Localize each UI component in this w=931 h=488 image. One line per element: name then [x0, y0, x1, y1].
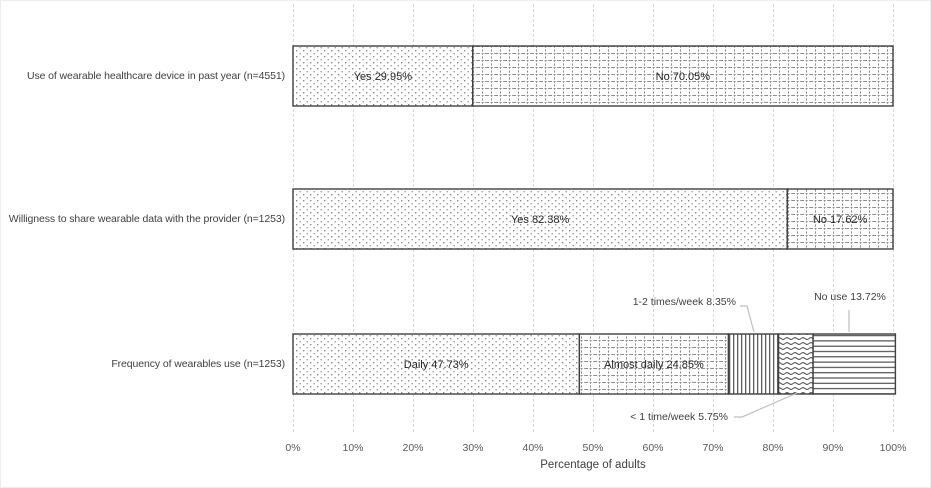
callout-leader-line — [740, 305, 755, 333]
bar-segment — [578, 333, 730, 395]
bar-segment — [812, 333, 897, 395]
callout-leader-line — [734, 392, 798, 418]
bar-segment — [727, 333, 780, 395]
bar-segment — [292, 188, 788, 250]
segment-label: No 70.05% — [656, 71, 711, 83]
segment-label: Daily 47.73% — [404, 359, 469, 371]
segment-label: Yes 82.38% — [511, 214, 570, 226]
bars: Yes 29.95% No 70.05% Yes 82.38% No 17.62% Da… — [292, 45, 897, 395]
segment-label: Almost daily 24.85% — [604, 359, 704, 371]
bar-segment — [292, 333, 581, 395]
bar-segment — [777, 333, 814, 395]
segment-label: Yes 29.95% — [354, 71, 413, 83]
segment-label: No 17.62% — [813, 214, 868, 226]
callout-leader-lines — [734, 305, 850, 418]
bar-segment — [292, 45, 474, 107]
bar-segment — [786, 188, 894, 250]
bar-segment — [472, 45, 894, 107]
